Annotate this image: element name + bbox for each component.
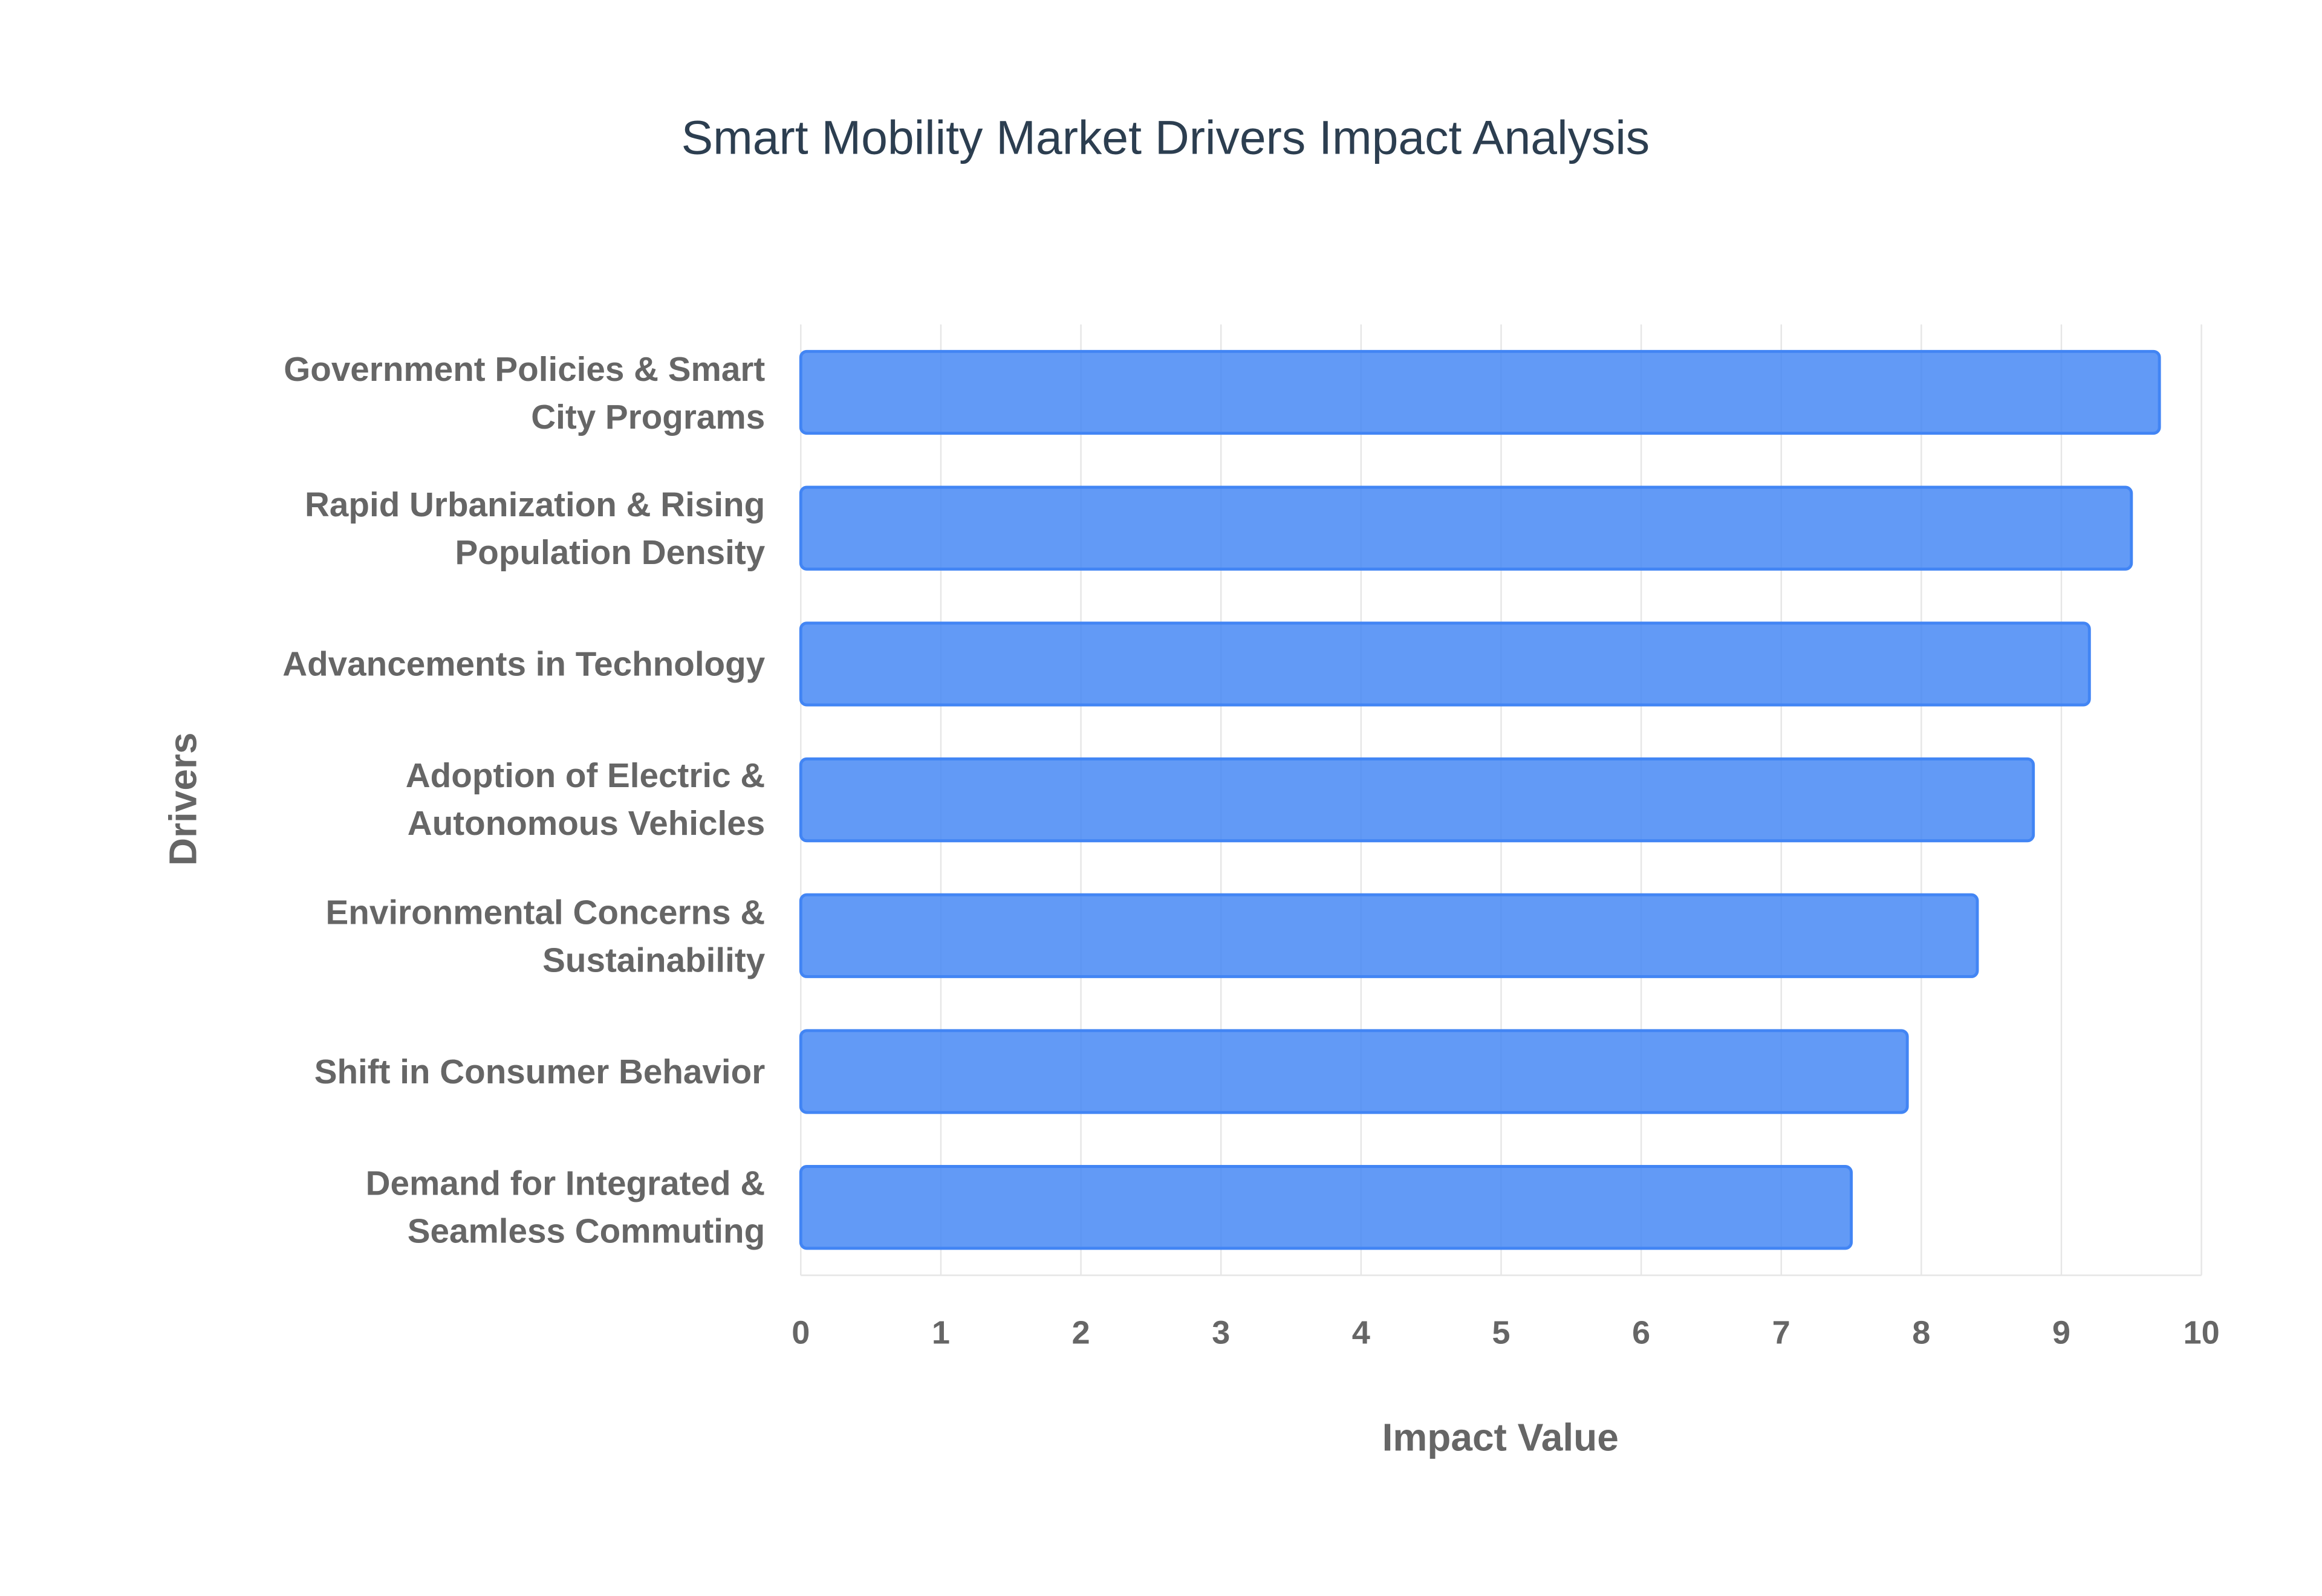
bar — [799, 1165, 1853, 1250]
y-tick-label: Government Policies & Smart City Program… — [284, 349, 766, 435]
y-tick-label-box: Advancements in Technology — [282, 644, 766, 683]
y-tick-label: Demand for Integrated & Seamless Commuti… — [365, 1164, 766, 1251]
x-tick-label: 0 — [792, 1314, 810, 1351]
y-tick-label: Advancements in Technology — [282, 644, 766, 683]
y-tick-label-box: Adoption of Electric & Autonomous Vehicl… — [405, 756, 766, 843]
x-axis-title: Impact Value — [1382, 1416, 1619, 1459]
y-tick-label-box: Shift in Consumer Behavior — [314, 1052, 766, 1091]
x-tick-label: 7 — [1772, 1314, 1790, 1351]
y-tick-label-box: Government Policies & Smart City Program… — [284, 349, 766, 435]
bar — [799, 485, 2133, 571]
x-tick-label: 5 — [1492, 1314, 1510, 1351]
y-axis-title: Drivers — [161, 733, 205, 866]
x-tick-label: 4 — [1352, 1314, 1370, 1351]
x-tick-label: 9 — [2052, 1314, 2070, 1351]
y-tick-label-box: Demand for Integrated & Seamless Commuti… — [365, 1164, 766, 1251]
y-tick-label-box: Rapid Urbanization & Rising Population D… — [305, 484, 766, 571]
y-tick-label: Environmental Concerns & Sustainability — [325, 892, 766, 979]
x-tick-label: 1 — [932, 1314, 950, 1351]
x-tick-label: 2 — [1072, 1314, 1090, 1351]
y-tick-label: Rapid Urbanization & Rising Population D… — [305, 484, 766, 571]
x-tick-label: 3 — [1212, 1314, 1230, 1351]
x-tick-label: 10 — [2183, 1314, 2219, 1351]
bar — [799, 893, 1979, 978]
bar — [799, 621, 2091, 707]
y-tick-label: Shift in Consumer Behavior — [314, 1052, 766, 1091]
bar — [799, 757, 2035, 843]
x-tick-label: 6 — [1632, 1314, 1650, 1351]
x-tick-label: 8 — [1912, 1314, 1930, 1351]
y-tick-label: Adoption of Electric & Autonomous Vehicl… — [405, 756, 766, 843]
chart-title: Smart Mobility Market Drivers Impact Ana… — [681, 111, 1650, 164]
bar — [799, 349, 2161, 435]
bar — [799, 1029, 1909, 1114]
y-tick-label-box: Environmental Concerns & Sustainability — [325, 892, 766, 979]
